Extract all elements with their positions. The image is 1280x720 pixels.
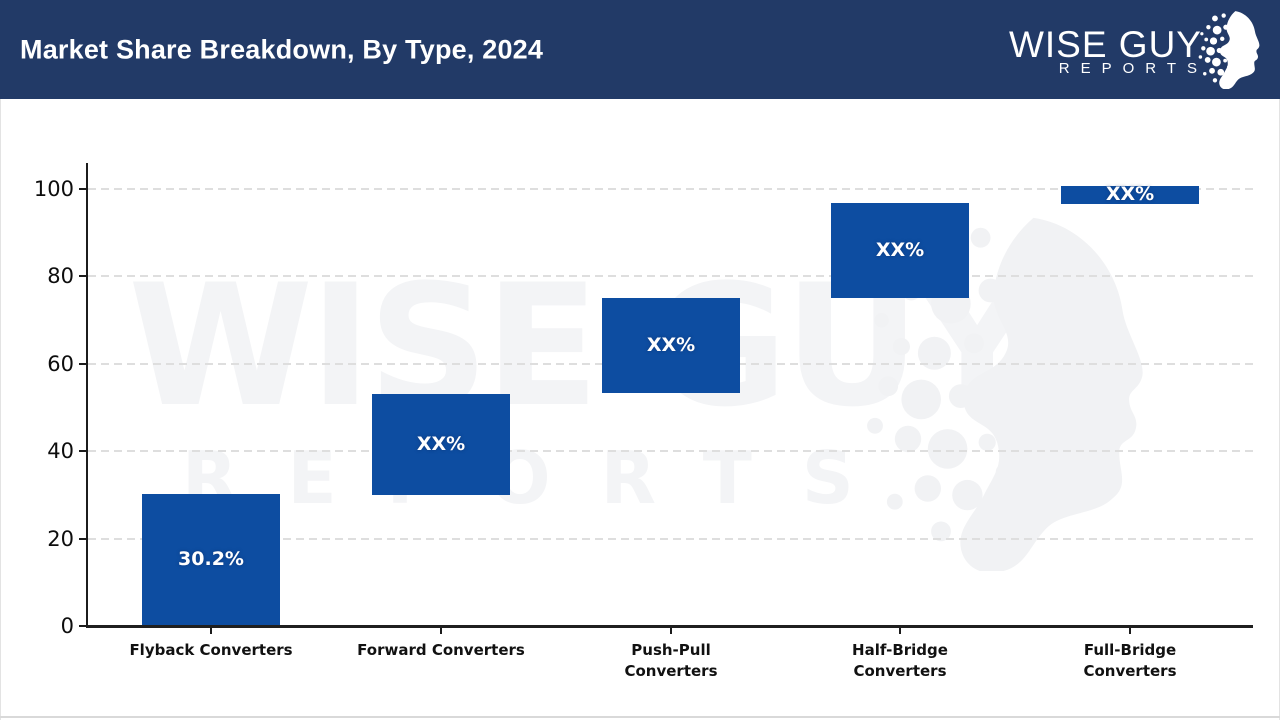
- y-tick-label: 100: [33, 176, 74, 201]
- bar-value-label: XX%: [646, 333, 696, 356]
- wise-guy-logo: WISE GUY REPORTS: [1008, 0, 1270, 99]
- y-tick: [79, 625, 87, 627]
- y-tick: [79, 187, 87, 190]
- y-gridline: [88, 450, 1253, 452]
- y-tick-label: 20: [47, 526, 74, 551]
- logo-name: WISE GUY: [1008, 24, 1202, 65]
- x-tick: [210, 628, 212, 634]
- y-tick: [79, 450, 87, 452]
- x-tick: [670, 628, 672, 634]
- y-gridline: [88, 187, 1253, 190]
- y-tick-label: 80: [47, 264, 74, 288]
- x-tick: [899, 628, 901, 634]
- x-category-label: Full-Bridge Converters: [1083, 641, 1177, 681]
- y-tick-label: 40: [47, 439, 74, 463]
- bar-value-label: XX%: [875, 239, 925, 262]
- x-tick: [1129, 628, 1131, 634]
- bar: XX%: [831, 202, 969, 299]
- y-tick-label: 0: [60, 614, 74, 638]
- bar-value-label: XX%: [1105, 183, 1155, 206]
- y-gridline: [88, 275, 1253, 277]
- x-category-label: Push-Pull Converters: [624, 641, 718, 681]
- bar: 30.2%: [142, 493, 280, 626]
- logo-face-icon: [1198, 11, 1260, 89]
- y-axis-line: [86, 163, 88, 627]
- x-axis-line: [86, 625, 1253, 628]
- y-tick: [79, 275, 87, 277]
- bar: XX%: [602, 297, 740, 393]
- bottom-border-line: [0, 716, 1280, 718]
- logo-tagline: REPORTS: [1058, 60, 1208, 77]
- bar-value-label: 30.2%: [178, 548, 244, 571]
- bar: XX%: [1061, 183, 1199, 206]
- y-tick-label: 60: [47, 351, 74, 376]
- y-tick: [79, 362, 87, 365]
- y-gridline: [88, 537, 1253, 540]
- x-category-label: Half-Bridge Converters: [852, 641, 948, 681]
- page-title: Market Share Breakdown, By Type, 2024: [20, 34, 544, 64]
- x-tick: [440, 628, 442, 634]
- bar-value-label: XX%: [416, 432, 466, 455]
- bar: XX%: [372, 393, 510, 495]
- header-bar: Market Share Breakdown, By Type, 2024 WI…: [0, 0, 1280, 99]
- x-category-label: Forward Converters: [357, 641, 525, 659]
- watermark-logo-tagline: REPORTS: [182, 436, 904, 520]
- x-category-label: Flyback Converters: [129, 641, 293, 659]
- y-tick: [79, 537, 87, 540]
